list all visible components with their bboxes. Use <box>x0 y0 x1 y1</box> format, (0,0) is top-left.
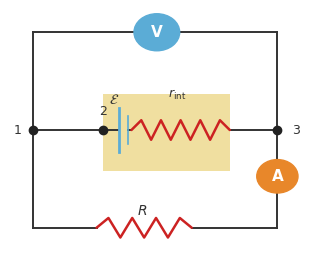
Text: 2: 2 <box>99 106 107 119</box>
Circle shape <box>257 160 298 193</box>
Text: $R$: $R$ <box>137 204 148 218</box>
Text: $\mathcal{E}$: $\mathcal{E}$ <box>109 93 119 107</box>
Circle shape <box>134 14 180 51</box>
Text: 3: 3 <box>292 124 300 136</box>
Text: V: V <box>151 25 163 40</box>
Text: A: A <box>271 169 283 184</box>
Text: 1: 1 <box>13 124 21 136</box>
FancyBboxPatch shape <box>103 94 230 171</box>
Text: $r_{\rm int}$: $r_{\rm int}$ <box>168 88 187 102</box>
